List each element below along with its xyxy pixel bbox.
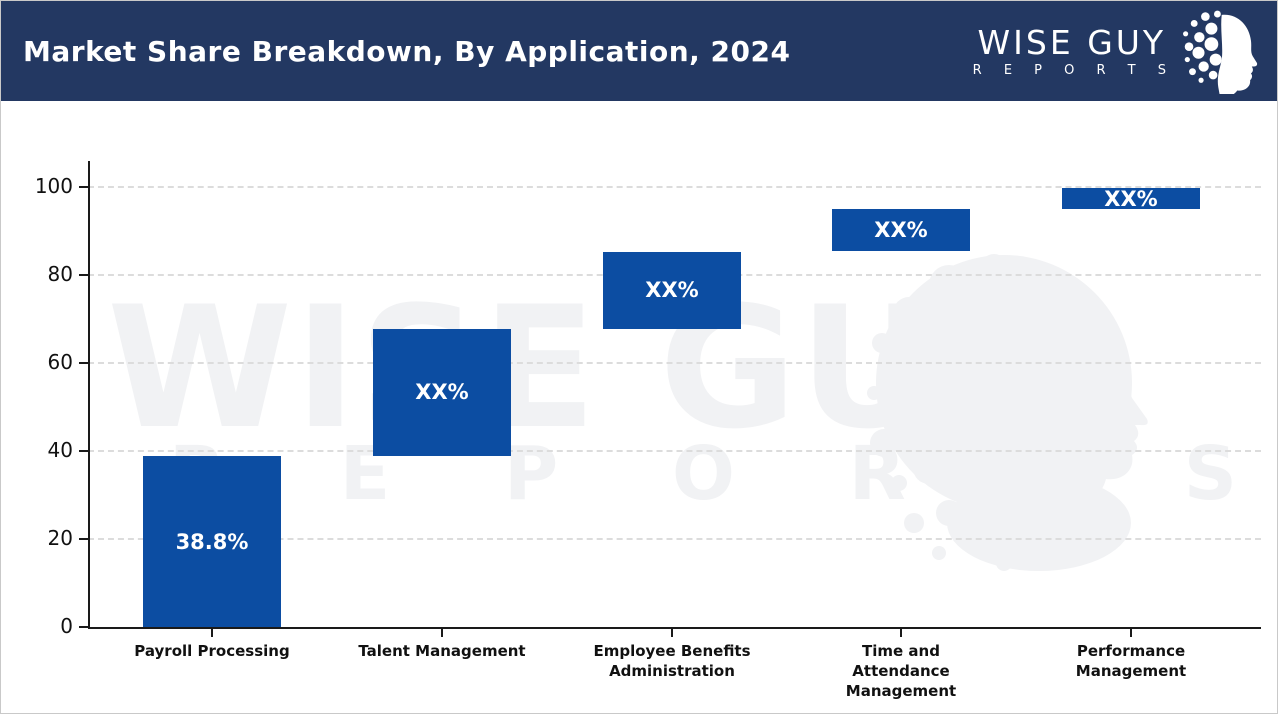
brand-logo: WISE GUY R E P O R T S (969, 8, 1263, 94)
logo-face-icon (1183, 10, 1258, 94)
y-tick-label-0: 0 (60, 614, 73, 638)
y-tick-80 (79, 274, 88, 276)
category-label-line: Payroll Processing (134, 642, 290, 660)
category-label-line: Administration (609, 662, 735, 680)
y-tick-40 (79, 450, 88, 452)
bar-segment: XX% (1062, 186, 1200, 211)
bar-segment: XX% (373, 328, 511, 457)
y-axis-line (88, 161, 90, 629)
x-tick-4 (1130, 629, 1132, 637)
category-label: Performance Management (1021, 641, 1241, 681)
page-title: Market Share Breakdown, By Application, … (23, 34, 791, 68)
watermark-subtext: R E P O R T S (169, 431, 1280, 517)
category-label: Time and Attendance Management (791, 641, 1011, 701)
watermark-face-icon (867, 254, 1148, 571)
category-label-line: Performance (1076, 642, 1186, 660)
header-bar: Market Share Breakdown, By Application, … (1, 1, 1277, 101)
x-tick-0 (211, 629, 213, 637)
gridline-100 (88, 186, 1261, 188)
bar-segment: XX% (603, 252, 741, 329)
bar-value-label: XX% (874, 218, 928, 243)
gridline-20 (88, 538, 1261, 540)
category-label-line: Management (845, 682, 957, 700)
category-label-line: Attendance (852, 662, 950, 680)
bar-value-label: XX% (1104, 186, 1158, 211)
gridline-60 (88, 362, 1261, 364)
bar-segment: XX% (832, 209, 970, 252)
category-label: Payroll Processing (102, 641, 322, 661)
x-tick-1 (441, 629, 443, 637)
watermark-wordmark: WISE GUY (107, 270, 1062, 466)
x-tick-2 (671, 629, 673, 637)
y-tick-100 (79, 186, 88, 188)
brand-logo-text: WISE GUY R E P O R T S (969, 26, 1175, 77)
bar-value-label: XX% (645, 278, 699, 303)
category-label: Employee Benefits Administration (562, 641, 782, 681)
bar-value-label: XX% (415, 380, 469, 405)
y-tick-label-80: 80 (47, 262, 73, 286)
y-tick-60 (79, 362, 88, 364)
logo-subtext: R E P O R T S (972, 62, 1175, 78)
y-tick-0 (79, 626, 88, 628)
y-tick-label-60: 60 (47, 350, 73, 374)
y-tick-label-20: 20 (47, 526, 73, 550)
category-label-line: Management (1075, 662, 1187, 680)
category-label-line: Employee Benefits (593, 642, 751, 660)
logo-wordmark: WISE GUY (977, 22, 1167, 62)
x-axis-line (88, 627, 1261, 629)
x-tick-3 (900, 629, 902, 637)
gridline-40 (88, 450, 1261, 452)
y-tick-label-100: 100 (34, 174, 73, 198)
y-tick-20 (79, 538, 88, 540)
category-label-line: Time and (862, 642, 940, 660)
category-label-line: Talent Management (358, 642, 526, 660)
category-label: Talent Management (332, 641, 552, 661)
bar-value-label: 38.8% (175, 529, 249, 554)
y-tick-label-40: 40 (47, 438, 73, 462)
bar-segment: 38.8% (143, 456, 281, 627)
